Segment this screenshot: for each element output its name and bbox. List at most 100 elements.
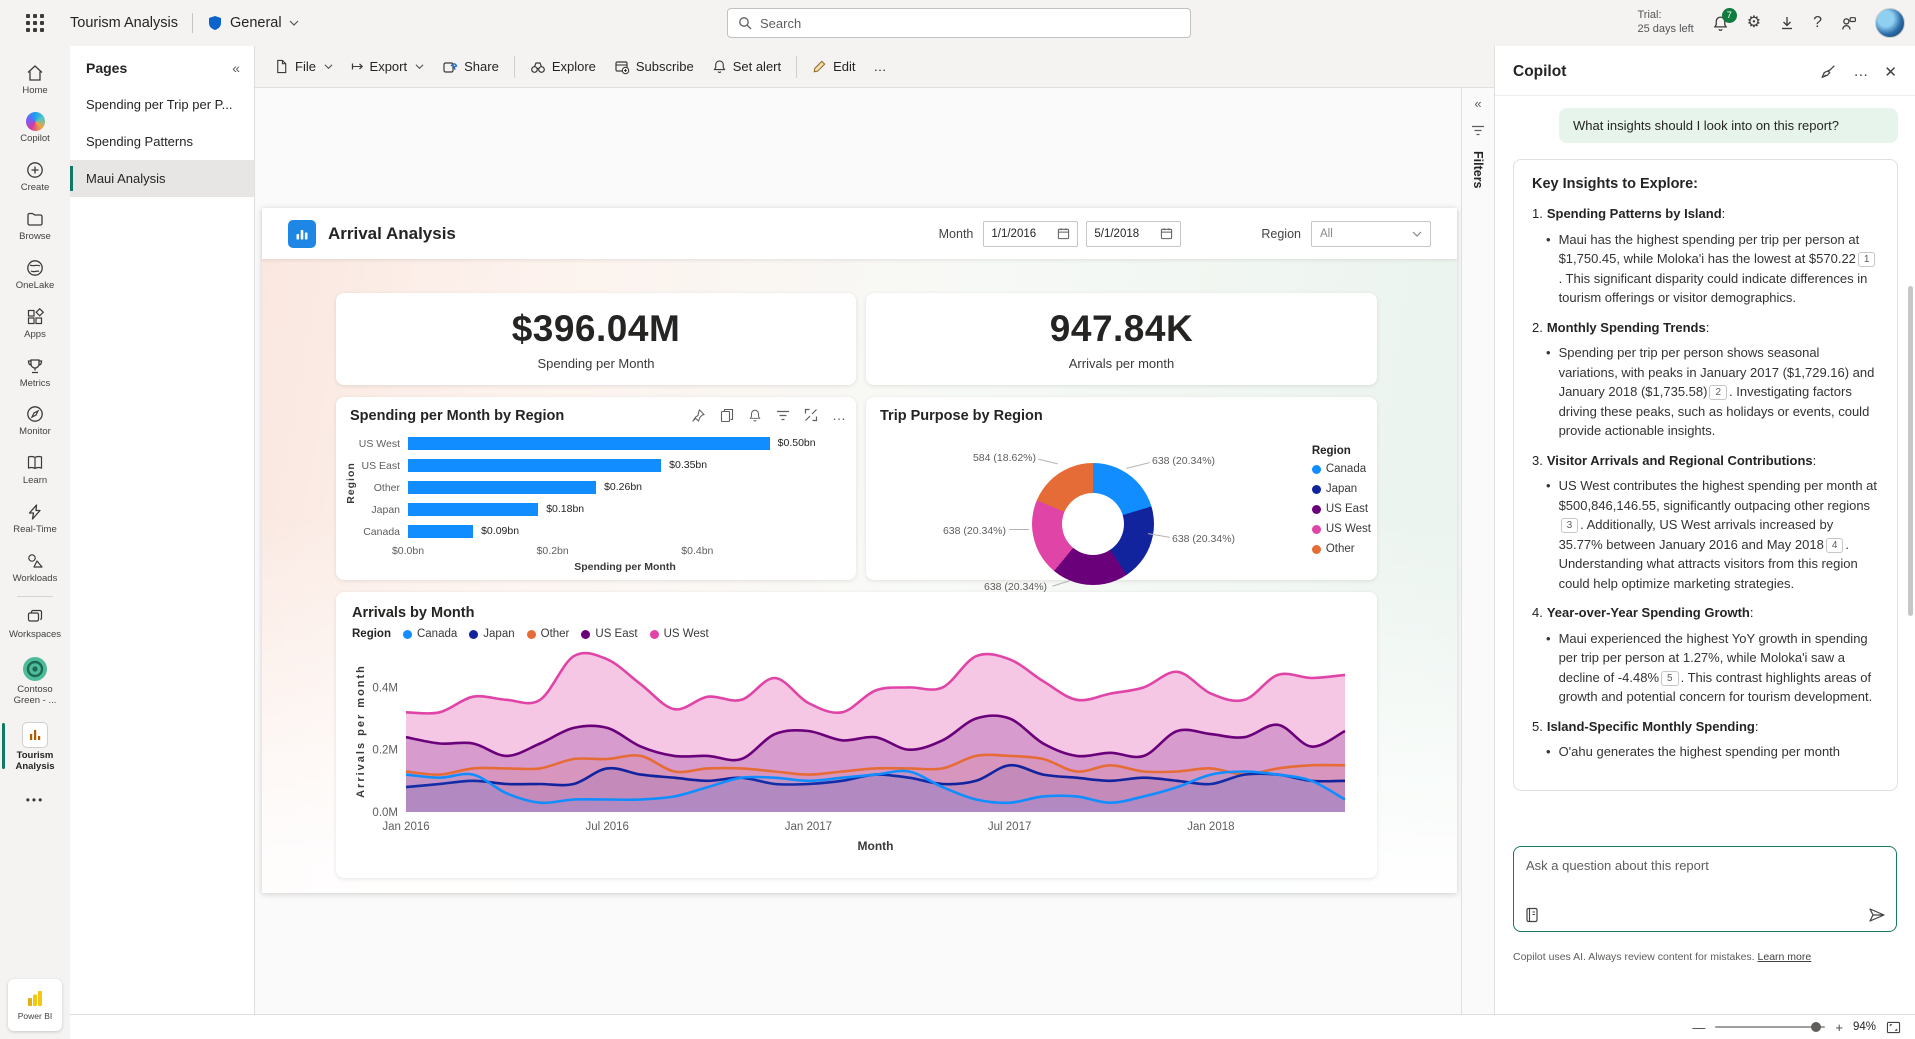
page-item-maui-analysis[interactable]: Maui Analysis [70,160,254,197]
sidebar-item-tourism-analysis[interactable]: Tourism Analysis [0,715,70,781]
kpi-card-arrivals[interactable]: 947.84K Arrivals per month [866,293,1377,385]
legend-item[interactable]: US East [581,628,638,640]
bar-row[interactable]: US East $0.35bn [350,457,842,474]
area-fill-us-west[interactable] [406,653,1345,812]
more-options-icon[interactable]: … [832,407,846,423]
avatar[interactable] [1875,8,1905,38]
clear-chat-icon[interactable] [1820,63,1837,80]
legend-item[interactable]: Other [526,628,569,640]
search-input[interactable]: Search [727,8,1191,38]
collapse-pages-button[interactable]: « [232,60,240,76]
region-dropdown[interactable]: All [1311,220,1431,247]
legend-item[interactable]: Japan [469,628,515,640]
filter-icon[interactable] [776,409,790,422]
legend-item[interactable]: Canada [1311,463,1371,475]
edit-button[interactable]: Edit [803,53,864,80]
rail-more-button[interactable]: ••• [25,792,45,807]
area-line-other[interactable] [405,753,1346,776]
workspace-switcher[interactable]: General [207,15,299,31]
app-launcher-icon[interactable] [0,14,70,32]
expand-filters-button[interactable]: « [1474,96,1482,111]
help-button[interactable]: ? [1813,15,1822,31]
send-icon[interactable] [1868,907,1886,923]
bar[interactable] [408,481,597,494]
sidebar-item-create[interactable]: Create [0,153,70,202]
sidebar-item-workspaces[interactable]: Workspaces [0,600,70,649]
bar-row[interactable]: Other $0.26bn [350,479,842,496]
settings-button[interactable]: ⚙ [1747,15,1761,31]
area-fill-us-east[interactable] [406,715,1345,812]
zoom-slider[interactable] [1715,1022,1826,1032]
reference-chip[interactable]: 5 [1661,670,1679,686]
bar[interactable] [408,459,662,472]
page-item-spending-patterns[interactable]: Spending Patterns [86,134,193,149]
legend-item[interactable]: US West [649,628,709,640]
notifications-button[interactable]: 7 [1712,7,1737,32]
explore-button[interactable]: Explore [521,53,605,81]
filters-pane-label[interactable]: Filters [1471,151,1485,189]
bar[interactable] [408,437,770,450]
bar-chart-card[interactable]: Spending per Month by Region … Region US… [336,397,856,580]
legend-item[interactable]: Japan [1311,483,1371,495]
export-menu-button[interactable]: ↦ Export [342,53,433,80]
month-from-input[interactable]: 1/1/2016 [983,220,1079,247]
sidebar-item-browse[interactable]: Browse [0,202,70,251]
set-alert-button[interactable]: Set alert [703,53,790,80]
reference-chip[interactable]: 1 [1857,252,1876,267]
reference-chip[interactable]: 2 [1709,385,1728,400]
learn-more-link[interactable]: Learn more [1757,951,1812,963]
copy-icon[interactable] [720,408,734,423]
kpi-card-spending[interactable]: $396.04M Spending per Month [336,293,856,385]
area-fill-canada[interactable] [406,770,1345,812]
filters-icon[interactable] [1471,125,1485,137]
prompt-guide-icon[interactable] [1524,907,1540,923]
reference-chip[interactable]: 4 [1825,537,1844,553]
sidebar-item-contoso-green[interactable]: Contoso Green - ... [0,649,70,715]
area-line-us-west[interactable] [405,651,1346,715]
sidebar-item-copilot[interactable]: Copilot [0,105,70,153]
alert-bell-icon[interactable] [748,408,762,423]
legend-item[interactable]: US West [1311,523,1371,535]
feedback-button[interactable] [1840,15,1857,32]
bar[interactable] [408,503,539,516]
download-button[interactable] [1779,15,1795,31]
close-icon[interactable]: ✕ [1884,63,1897,81]
sidebar-item-workloads[interactable]: Workloads [0,544,70,593]
legend-item[interactable]: Canada [402,628,457,640]
month-to-input[interactable]: 5/1/2018 [1086,220,1182,247]
toolbar-more-button[interactable]: … [873,59,887,74]
reference-chip[interactable]: 3 [1560,518,1579,533]
legend-item[interactable]: US East [1311,503,1371,515]
bar-row[interactable]: Canada $0.09bn [350,523,842,540]
legend-item[interactable]: Other [1311,543,1371,555]
sidebar-item-monitor[interactable]: Monitor [0,397,70,446]
bar-row[interactable]: Japan $0.18bn [350,501,842,518]
sidebar-item-onelake[interactable]: OneLake [0,251,70,300]
bar[interactable] [408,525,474,538]
sidebar-item-learn[interactable]: Learn [0,446,70,495]
pin-icon[interactable] [691,408,706,423]
area-line-canada[interactable] [405,769,1346,805]
share-button[interactable]: Share [433,53,508,81]
zoom-in-button[interactable]: + [1835,1019,1843,1035]
area-line-us-east[interactable] [405,714,1346,762]
zoom-slider-thumb[interactable] [1811,1022,1822,1032]
focus-mode-icon[interactable] [804,408,818,422]
donut-chart-card[interactable]: Trip Purpose by Region Region Canada Japa… [866,397,1377,593]
page-item-spending-per-trip[interactable]: Spending per Trip per P... [86,97,233,112]
power-bi-switcher[interactable]: Power BI [8,979,62,1031]
sidebar-item-metrics[interactable]: Metrics [0,349,70,398]
bar-row[interactable]: US West $0.50bn [350,435,842,452]
more-options-icon[interactable]: … [1853,63,1869,80]
subscribe-button[interactable]: Subscribe [605,53,703,81]
fit-to-page-icon[interactable] [1886,1021,1901,1034]
scrollbar-thumb[interactable] [1908,286,1913,616]
sidebar-item-realtime[interactable]: Real-Time [0,495,70,544]
area-fill-other[interactable] [406,754,1345,812]
copilot-question-input[interactable]: Ask a question about this report [1513,846,1897,932]
area-chart-card[interactable]: Arrivals by Month Region Canada Japan Othe… [336,592,1377,878]
sidebar-item-home[interactable]: Home [0,56,70,105]
sidebar-item-apps[interactable]: Apps [0,300,70,349]
zoom-out-button[interactable]: — [1692,1019,1706,1035]
file-menu-button[interactable]: File [265,53,342,80]
